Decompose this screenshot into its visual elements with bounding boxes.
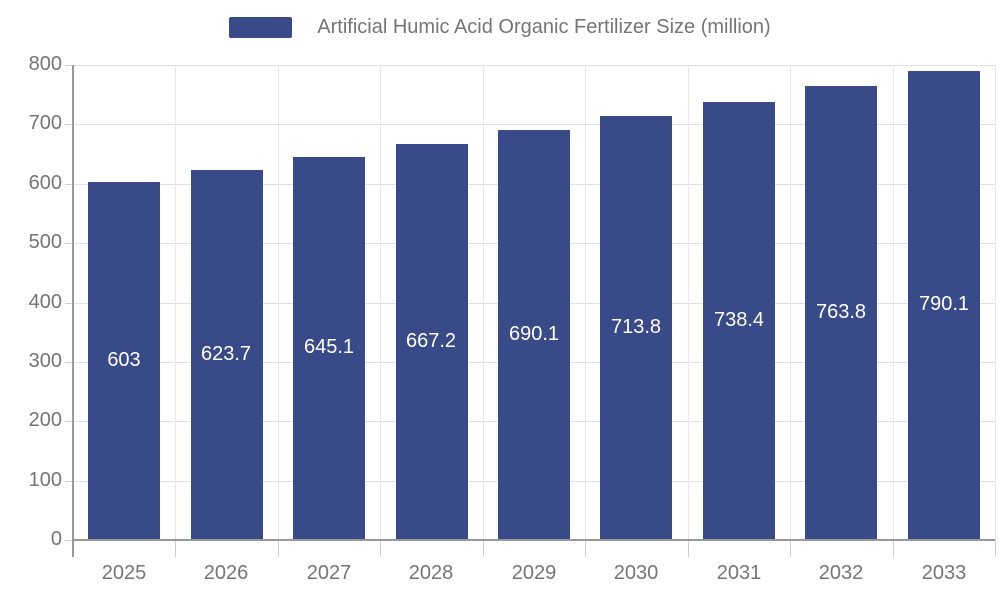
y-axis-label-700: 700 (28, 112, 62, 134)
y-tick-500 (65, 243, 73, 244)
x-axis-label-2031: 2031 (716, 562, 762, 584)
bar-value-label-2027: 645.1 (303, 336, 355, 358)
boundary-line-2 (278, 65, 279, 540)
bar-value-label-2033: 790.1 (918, 293, 970, 315)
x-tick-5 (585, 540, 586, 557)
legend[interactable]: Artificial Humic Acid Organic Fertilizer… (0, 16, 1000, 39)
y-axis-label-100: 100 (28, 469, 62, 491)
x-tick-9 (995, 540, 996, 557)
y-tick-300 (65, 362, 73, 363)
boundary-line-7 (790, 65, 791, 540)
x-axis-label-2026: 2026 (203, 562, 249, 584)
y-axis-line (72, 65, 74, 557)
bar-value-label-2032: 763.8 (815, 301, 867, 323)
bar-2027[interactable] (293, 157, 365, 539)
x-axis-label-2033: 2033 (921, 562, 967, 584)
x-tick-2 (278, 540, 279, 557)
boundary-line-1 (175, 65, 176, 540)
boundary-line-9 (995, 65, 996, 540)
bar-value-label-2028: 667.2 (405, 330, 457, 352)
gridline-y-800 (73, 65, 995, 66)
y-tick-800 (65, 65, 73, 66)
boundary-line-5 (585, 65, 586, 540)
y-tick-0 (65, 540, 73, 541)
x-axis-label-2027: 2027 (306, 562, 352, 584)
bar-2029[interactable] (498, 130, 570, 539)
boundary-line-6 (688, 65, 689, 540)
legend-swatch (229, 17, 293, 38)
x-axis-label-2029: 2029 (511, 562, 557, 584)
bar-value-label-2026: 623.7 (200, 343, 252, 365)
bar-2025[interactable] (88, 182, 160, 539)
boundary-line-3 (380, 65, 381, 540)
bar-value-label-2025: 603 (107, 349, 141, 371)
legend-label: Artificial Humic Acid Organic Fertilizer… (317, 16, 771, 38)
y-tick-700 (65, 124, 73, 125)
y-axis-label-400: 400 (28, 291, 62, 313)
x-tick-8 (893, 540, 894, 557)
y-tick-100 (65, 481, 73, 482)
x-axis-label-2028: 2028 (408, 562, 454, 584)
y-axis-label-0: 0 (50, 528, 62, 550)
x-tick-6 (688, 540, 689, 557)
bar-2033[interactable] (908, 71, 980, 539)
x-tick-3 (380, 540, 381, 557)
bar-2028[interactable] (396, 144, 468, 539)
x-tick-4 (483, 540, 484, 557)
y-axis-label-500: 500 (28, 231, 62, 253)
bar-2030[interactable] (600, 116, 672, 539)
x-axis-label-2032: 2032 (818, 562, 864, 584)
y-tick-600 (65, 184, 73, 185)
x-axis-line (73, 539, 995, 541)
bar-2031[interactable] (703, 102, 775, 539)
bar-value-label-2029: 690.1 (508, 323, 560, 345)
boundary-line-8 (893, 65, 894, 540)
boundary-line-4 (483, 65, 484, 540)
y-tick-200 (65, 421, 73, 422)
bar-2026[interactable] (191, 170, 263, 539)
x-axis-label-2030: 2030 (613, 562, 659, 584)
bar-value-label-2031: 738.4 (713, 309, 765, 331)
gridline-y-700 (73, 124, 995, 125)
x-tick-1 (175, 540, 176, 557)
bar-value-label-2030: 713.8 (610, 316, 662, 338)
y-axis-label-300: 300 (28, 350, 62, 372)
x-tick-7 (790, 540, 791, 557)
y-tick-400 (65, 303, 73, 304)
y-axis-label-800: 800 (28, 53, 62, 75)
x-axis-label-2025: 2025 (101, 562, 147, 584)
y-axis-label-200: 200 (28, 409, 62, 431)
bar-2032[interactable] (805, 86, 877, 539)
y-axis-label-600: 600 (28, 172, 62, 194)
